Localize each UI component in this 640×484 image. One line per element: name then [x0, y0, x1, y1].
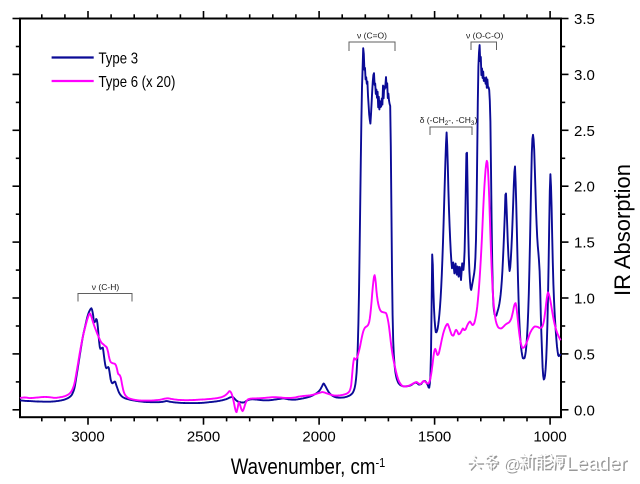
- svg-text:1500: 1500: [418, 429, 451, 446]
- svg-text:3000: 3000: [71, 429, 104, 446]
- svg-text:0.5: 0.5: [574, 346, 595, 363]
- svg-text:Leader: Leader: [568, 454, 629, 476]
- svg-text:Wavenumber, cm-1: Wavenumber, cm-1: [231, 455, 386, 479]
- svg-text:1.5: 1.5: [574, 235, 595, 252]
- svg-text:2500: 2500: [187, 429, 220, 446]
- svg-text:δ (-CH2-, -CH3): δ (-CH2-, -CH3): [420, 115, 478, 127]
- svg-text:Type 3: Type 3: [99, 51, 139, 68]
- svg-text:1000: 1000: [533, 429, 566, 446]
- svg-text:ν (C-H): ν (C-H): [92, 282, 120, 292]
- svg-text:@: @: [505, 457, 522, 475]
- svg-text:0.0: 0.0: [574, 402, 595, 419]
- svg-text:ν (C=O): ν (C=O): [357, 31, 387, 41]
- svg-text:ν (O-C-O): ν (O-C-O): [466, 31, 503, 41]
- svg-text:Type 6 (x 20): Type 6 (x 20): [99, 74, 176, 91]
- svg-text:2000: 2000: [302, 429, 335, 446]
- svg-text:IR Absorption: IR Absorption: [610, 164, 635, 296]
- svg-text:2.5: 2.5: [574, 123, 595, 140]
- svg-text:@: @: [503, 456, 520, 474]
- svg-text:1.0: 1.0: [574, 291, 595, 308]
- svg-text:3.0: 3.0: [574, 67, 595, 84]
- svg-text:3.5: 3.5: [574, 11, 595, 28]
- svg-text:2.0: 2.0: [574, 179, 595, 196]
- svg-text:Leader: Leader: [566, 453, 627, 475]
